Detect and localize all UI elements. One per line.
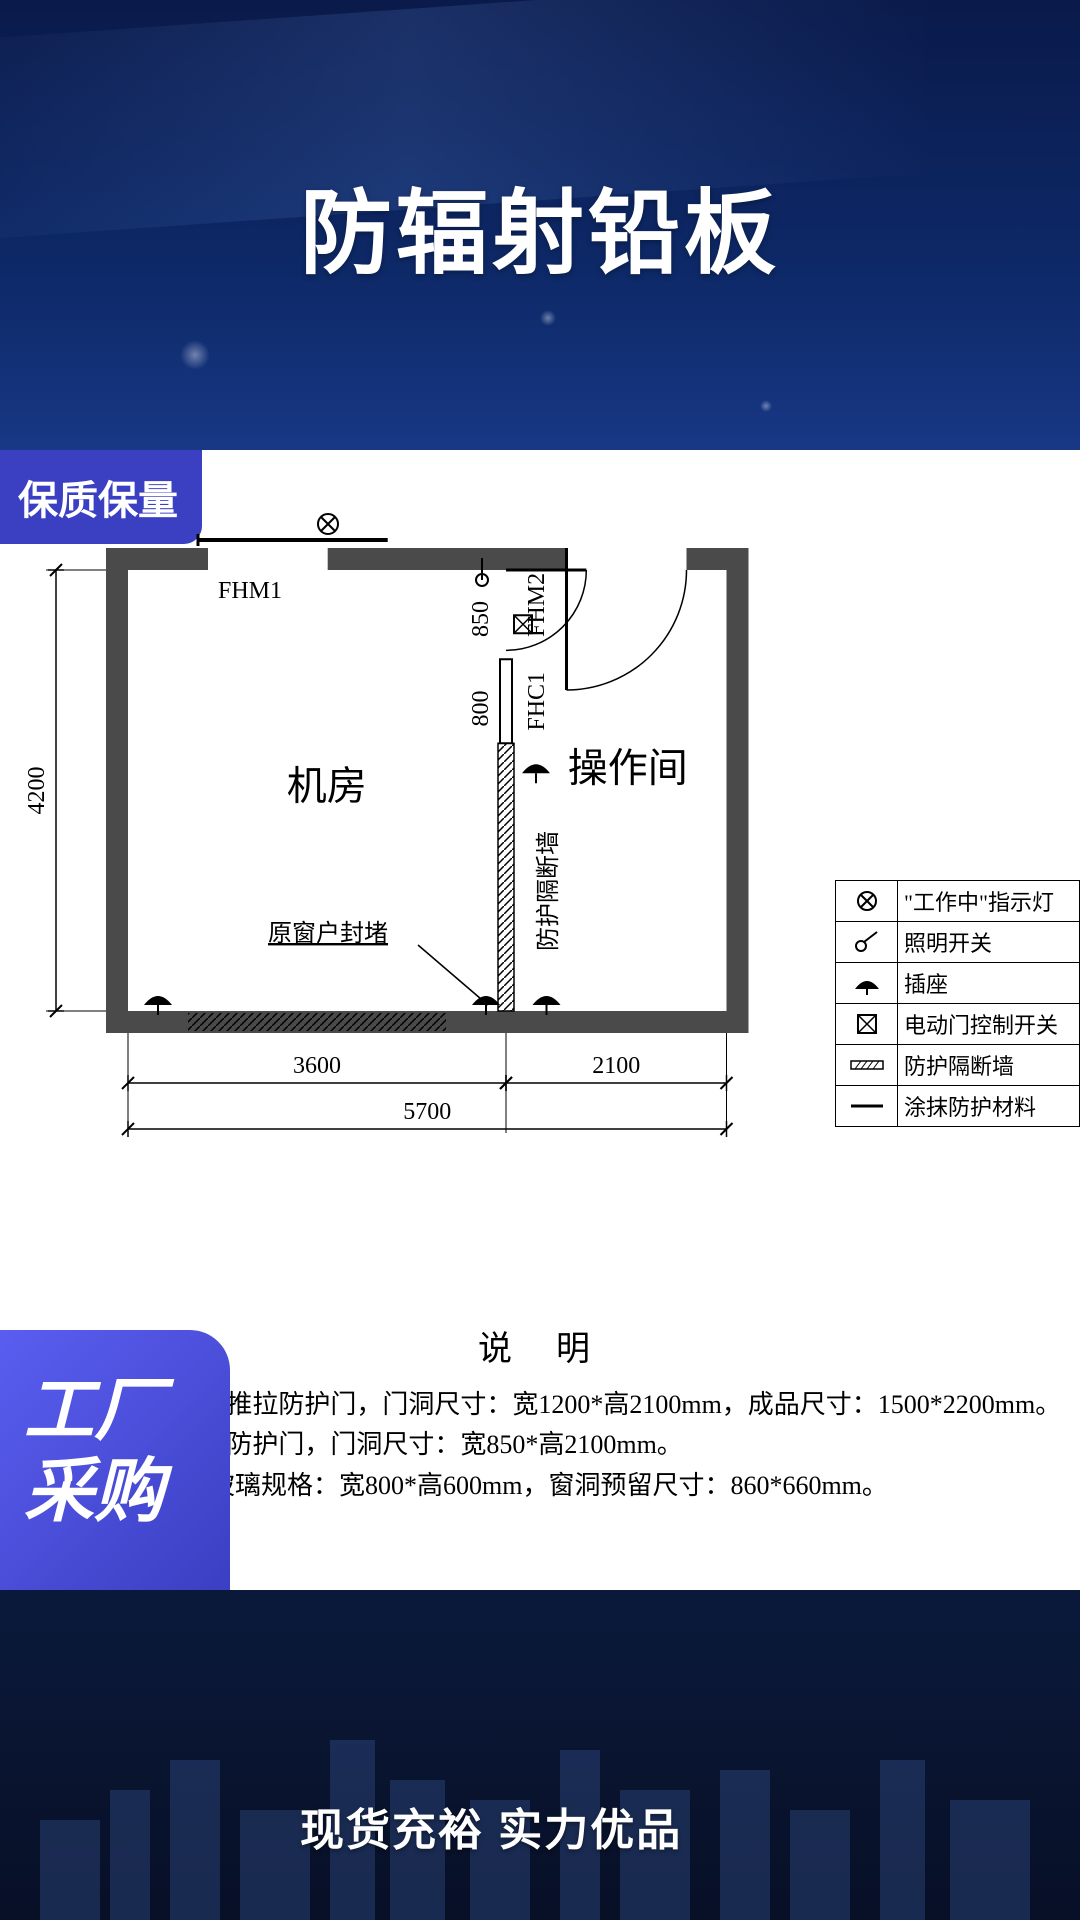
legend-row: 涂抹防护材料 — [836, 1086, 1080, 1127]
svg-text:FHM2: FHM2 — [524, 573, 550, 637]
legend-symbol-indicator — [836, 881, 898, 922]
svg-text:2100: 2100 — [592, 1053, 640, 1079]
legend-label: 插座 — [898, 963, 1080, 1004]
diagram-card: 保质保量 FHM1原窗户封堵机房操作间850FHM2800FHC1防护隔断墙36… — [0, 450, 1080, 1590]
legend-label: "工作中"指示灯 — [898, 881, 1080, 922]
legend-symbol-coating — [836, 1086, 898, 1127]
legend-symbol-socket — [836, 963, 898, 1004]
legend-row: 防护隔断墙 — [836, 1045, 1080, 1086]
svg-text:防护隔断墙: 防护隔断墙 — [535, 831, 562, 951]
page-root: 防辐射铅板 保质保量 FHM1原窗户封堵机房操作间850FHM2800FHC1防… — [0, 0, 1080, 1920]
legend-symbol-switch — [836, 922, 898, 963]
svg-text:操作间: 操作间 — [568, 746, 688, 791]
svg-text:FHM1: FHM1 — [218, 578, 282, 604]
legend-label: 照明开关 — [898, 922, 1080, 963]
legend-label: 电动门控制开关 — [898, 1004, 1080, 1045]
legend-row: 插座 — [836, 963, 1080, 1004]
badge-bl-line1: 工厂 — [24, 1370, 206, 1451]
bg-skyline — [0, 1660, 1080, 1920]
svg-text:4200: 4200 — [24, 767, 50, 815]
svg-text:机房: 机房 — [287, 763, 367, 808]
svg-text:FHC1: FHC1 — [524, 672, 550, 731]
header: 防辐射铅板 — [0, 0, 1080, 450]
badge-factory-purchase: 工厂 采购 — [0, 1330, 230, 1590]
svg-text:800: 800 — [468, 690, 494, 726]
svg-text:850: 850 — [468, 601, 494, 637]
svg-text:5700: 5700 — [403, 1099, 451, 1125]
page-title: 防辐射铅板 — [300, 159, 780, 292]
legend-symbol-shield_wall — [836, 1045, 898, 1086]
legend-row: 照明开关 — [836, 922, 1080, 963]
legend-table: "工作中"指示灯照明开关插座电动门控制开关防护隔断墙涂抹防护材料 — [835, 880, 1080, 1127]
slogan: 现货充裕 实力优品 — [300, 1794, 682, 1858]
badge-bl-line2: 采购 — [24, 1451, 206, 1532]
legend: "工作中"指示灯照明开关插座电动门控制开关防护隔断墙涂抹防护材料 — [835, 880, 1080, 1127]
legend-row: "工作中"指示灯 — [836, 881, 1080, 922]
svg-text:3600: 3600 — [293, 1053, 341, 1079]
legend-symbol-door_ctrl — [836, 1004, 898, 1045]
legend-label: 防护隔断墙 — [898, 1045, 1080, 1086]
svg-text:原窗户封堵: 原窗户封堵 — [268, 920, 388, 947]
legend-label: 涂抹防护材料 — [898, 1086, 1080, 1127]
legend-row: 电动门控制开关 — [836, 1004, 1080, 1045]
